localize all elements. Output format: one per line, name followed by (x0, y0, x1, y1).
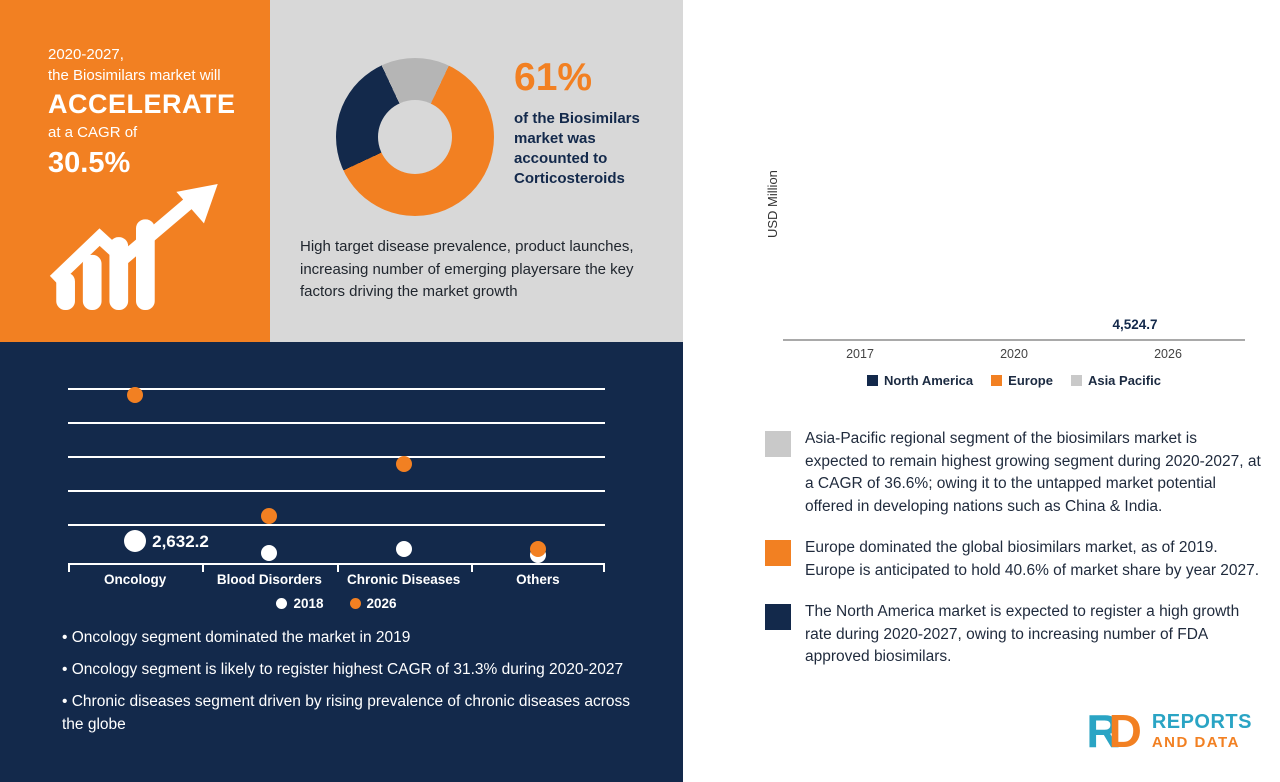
segment-bullet-1: • Oncology segment dominated the market … (62, 629, 411, 646)
axis-tick (603, 565, 605, 572)
category-label: Chronic Diseases (346, 572, 461, 587)
segment-bullets: • Oncology segment dominated the market … (62, 626, 637, 745)
x-axis-label: 2020 (1000, 347, 1028, 361)
logo-reports-text: REPORTS (1151, 711, 1252, 733)
north-america-swatch (765, 604, 791, 630)
axis-tick (470, 565, 473, 572)
category-label: Blood Disorders (216, 572, 322, 587)
reports-and-data-logo: RD REPORTS AND DATA (1086, 708, 1252, 754)
category-label: Oncology (103, 572, 167, 587)
takeaway-north-america: The North America market is expected to … (765, 601, 1263, 669)
regional-takeaways: Asia-Pacific regional segment of the bio… (765, 428, 1263, 688)
category-label: Others (516, 572, 560, 587)
bar-plot: 4,524.7 (783, 95, 1245, 341)
bar-legend: North America Europe Asia Pacific (783, 373, 1245, 388)
x-axis-label: 2017 (846, 347, 874, 361)
left-column: 2020-2027, the Biosimilars market will A… (0, 0, 683, 782)
dot-2026-oncology (127, 386, 144, 403)
takeaway-asia-pacific-text: Asia-Pacific regional segment of the bio… (805, 430, 1261, 515)
dot-2018-blood-disorders (261, 544, 278, 561)
donut-stat-value: 61% (514, 56, 593, 99)
legend-label: Asia Pacific (1087, 373, 1161, 388)
dot-2018-oncology (124, 529, 147, 552)
dot-plot: 2,632.2 (68, 380, 605, 572)
dot-2026-blood-disorders (261, 507, 278, 524)
segment-bullet-2: • Oncology segment is likely to register… (62, 661, 624, 678)
segment-bullet-3: • Chronic diseases segment driven by ris… (62, 693, 631, 733)
headline-accelerate: ACCELERATE (48, 89, 236, 119)
donut-chart (336, 58, 494, 216)
logo-mark: RD (1086, 708, 1141, 754)
legend-item-north-america: North America (867, 373, 973, 388)
axis-tick (68, 565, 70, 572)
legend-label: 2018 (293, 596, 324, 611)
legend-item-2026: 2026 (349, 596, 397, 611)
legend-swatch (991, 375, 1003, 386)
legend-label: Europe (1008, 373, 1053, 388)
donut-stat-description: of the Biosimilars market was accounted … (514, 110, 640, 187)
gridline (68, 490, 605, 492)
legend-item-2018: 2018 (276, 596, 324, 611)
dot-2026-others (529, 540, 546, 557)
takeaway-north-america-text: The North America market is expected to … (805, 603, 1240, 665)
asia-pacific-swatch (765, 431, 791, 457)
donut-hole (378, 100, 452, 174)
takeaway-europe: Europe dominated the global biosimilars … (765, 537, 1263, 582)
donut-panel: 61% of the Biosimilars market was accoun… (270, 0, 683, 342)
headline-cagr-value: 30.5% (48, 147, 131, 179)
x-axis-label: 2026 (1154, 347, 1182, 361)
dot-2018-chronic-diseases (395, 541, 412, 558)
headline-line1: 2020-2027, (48, 46, 124, 63)
top-row: 2020-2027, the Biosimilars market will A… (0, 0, 683, 342)
donut-stat-block: 61% of the Biosimilars market was accoun… (514, 56, 646, 189)
legend-swatch (349, 598, 361, 609)
takeaway-europe-text: Europe dominated the global biosimilars … (805, 539, 1260, 579)
y-axis-label: USD Million (765, 170, 780, 238)
bar-x-labels: 2017 2020 2026 (783, 347, 1245, 361)
axis-tick (336, 565, 339, 572)
dot-plot-categories: Oncology Blood Disorders Chronic Diseases O… (68, 572, 605, 587)
headline-line2: the Biosimilars market will (48, 67, 221, 84)
market-drivers-text: High target disease prevalence, product … (300, 238, 634, 300)
legend-label: North America (884, 373, 974, 388)
legend-item-europe: Europe (991, 373, 1053, 388)
europe-swatch (765, 540, 791, 566)
legend-item-asia-pacific: Asia Pacific (1070, 373, 1161, 388)
legend-swatch (276, 598, 288, 609)
dot-point-label: 2,632.2 (152, 531, 209, 551)
axis-tick (202, 565, 205, 572)
logo-text: REPORTS AND DATA (1152, 711, 1252, 751)
dot-plot-legend: 2018 2026 (68, 596, 605, 611)
logo-letter-d: D (1108, 705, 1142, 757)
logo-and-data-text: AND DATA (1151, 734, 1240, 751)
gridline (68, 524, 605, 526)
growth-arrow-icon (49, 183, 218, 310)
legend-label: 2026 (366, 596, 397, 611)
headline-panel: 2020-2027, the Biosimilars market will A… (0, 0, 270, 342)
gridline (68, 422, 605, 424)
gridline (68, 456, 605, 458)
bar-groups: 4,524.7 (783, 95, 1245, 339)
regional-panel: USD Million 4,524.7 2017 2020 2026 North A… (683, 0, 1280, 782)
gridline (68, 388, 605, 390)
bar-data-label: 4,524.7 (1112, 317, 1158, 332)
dot-2026-chronic-diseases (395, 455, 412, 472)
segment-panel: 2,632.2 Oncology Blood Disorders Chronic D… (0, 342, 683, 782)
headline-line3: at a CAGR of (48, 124, 138, 141)
logo-letter-r: R (1086, 705, 1120, 757)
legend-swatch (1070, 375, 1082, 386)
legend-swatch (867, 375, 879, 386)
takeaway-asia-pacific: Asia-Pacific regional segment of the bio… (765, 428, 1263, 518)
